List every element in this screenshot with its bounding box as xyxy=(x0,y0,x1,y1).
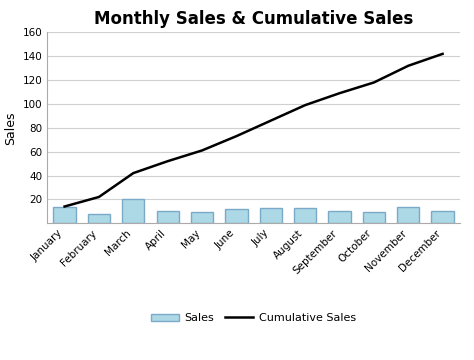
Bar xyxy=(88,213,110,223)
Bar xyxy=(431,211,454,223)
Bar xyxy=(363,212,385,223)
Bar xyxy=(397,207,419,223)
Bar xyxy=(54,207,76,223)
Bar xyxy=(156,211,179,223)
Title: Monthly Sales & Cumulative Sales: Monthly Sales & Cumulative Sales xyxy=(94,10,413,28)
Y-axis label: Sales: Sales xyxy=(4,111,17,145)
Legend: Sales, Cumulative Sales: Sales, Cumulative Sales xyxy=(147,309,360,328)
Bar xyxy=(294,208,316,223)
Bar xyxy=(260,208,282,223)
Bar xyxy=(191,212,213,223)
Bar xyxy=(122,199,145,223)
Bar xyxy=(225,209,247,223)
Bar xyxy=(328,211,351,223)
